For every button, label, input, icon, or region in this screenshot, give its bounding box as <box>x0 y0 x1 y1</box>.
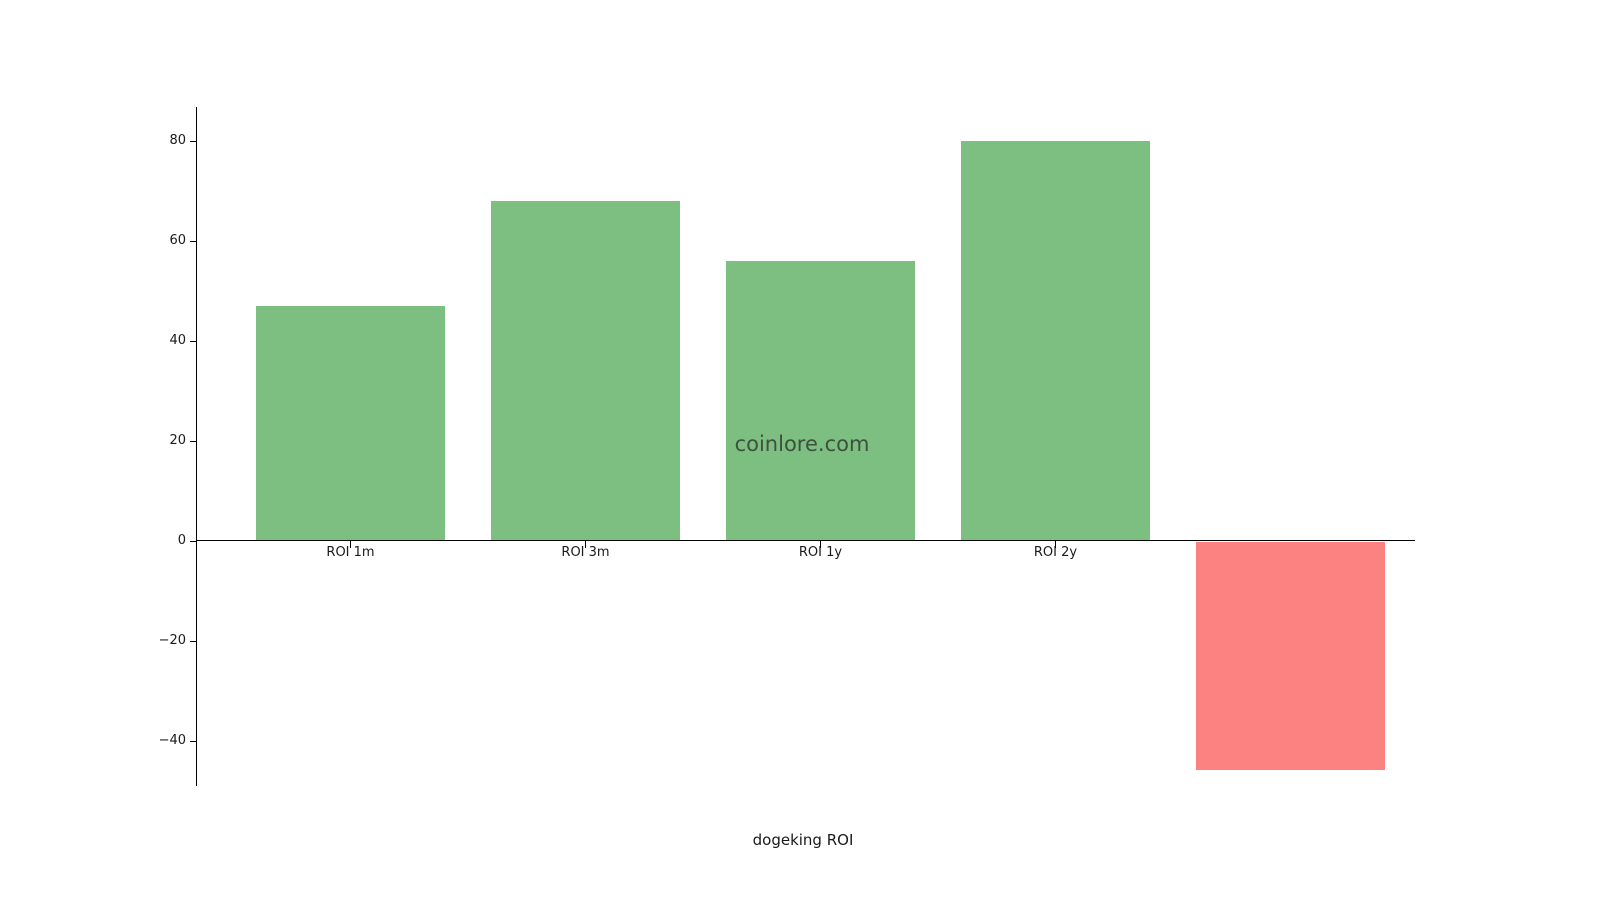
bar-roi-1y <box>726 261 915 541</box>
y-tick <box>190 441 196 442</box>
bar-roi-2y <box>961 141 1150 541</box>
watermark-text: coinlore.com <box>734 432 870 456</box>
x-tick-label: ROI 1m <box>326 545 375 560</box>
x-tick <box>1055 541 1056 548</box>
y-tick <box>190 741 196 742</box>
x-tick <box>350 541 351 548</box>
bar-roi-1m <box>256 306 445 541</box>
y-tick-label: −20 <box>158 633 186 648</box>
x-tick-label: ROI 1y <box>798 545 843 560</box>
y-tick-label: 20 <box>169 433 186 448</box>
y-tick <box>190 241 196 242</box>
x-tick-label: ROI 3m <box>561 545 610 560</box>
x-tick-label: ROI 2y <box>1033 545 1078 560</box>
y-tick <box>190 641 196 642</box>
x-tick <box>820 541 821 548</box>
y-tick-label: −40 <box>158 733 186 748</box>
y-tick-label: 0 <box>177 533 186 548</box>
y-axis-line <box>196 107 197 786</box>
y-tick <box>190 341 196 342</box>
y-tick-label: 80 <box>169 133 186 148</box>
y-tick-label: 40 <box>169 333 186 348</box>
y-tick <box>190 541 196 542</box>
bar-5 <box>1196 542 1385 770</box>
y-tick-label: 60 <box>169 233 186 248</box>
chart-title: dogeking ROI <box>752 831 854 849</box>
bar-roi-3m <box>491 201 680 541</box>
y-tick <box>190 141 196 142</box>
x-tick <box>585 541 586 548</box>
x-axis-line <box>196 540 1415 541</box>
